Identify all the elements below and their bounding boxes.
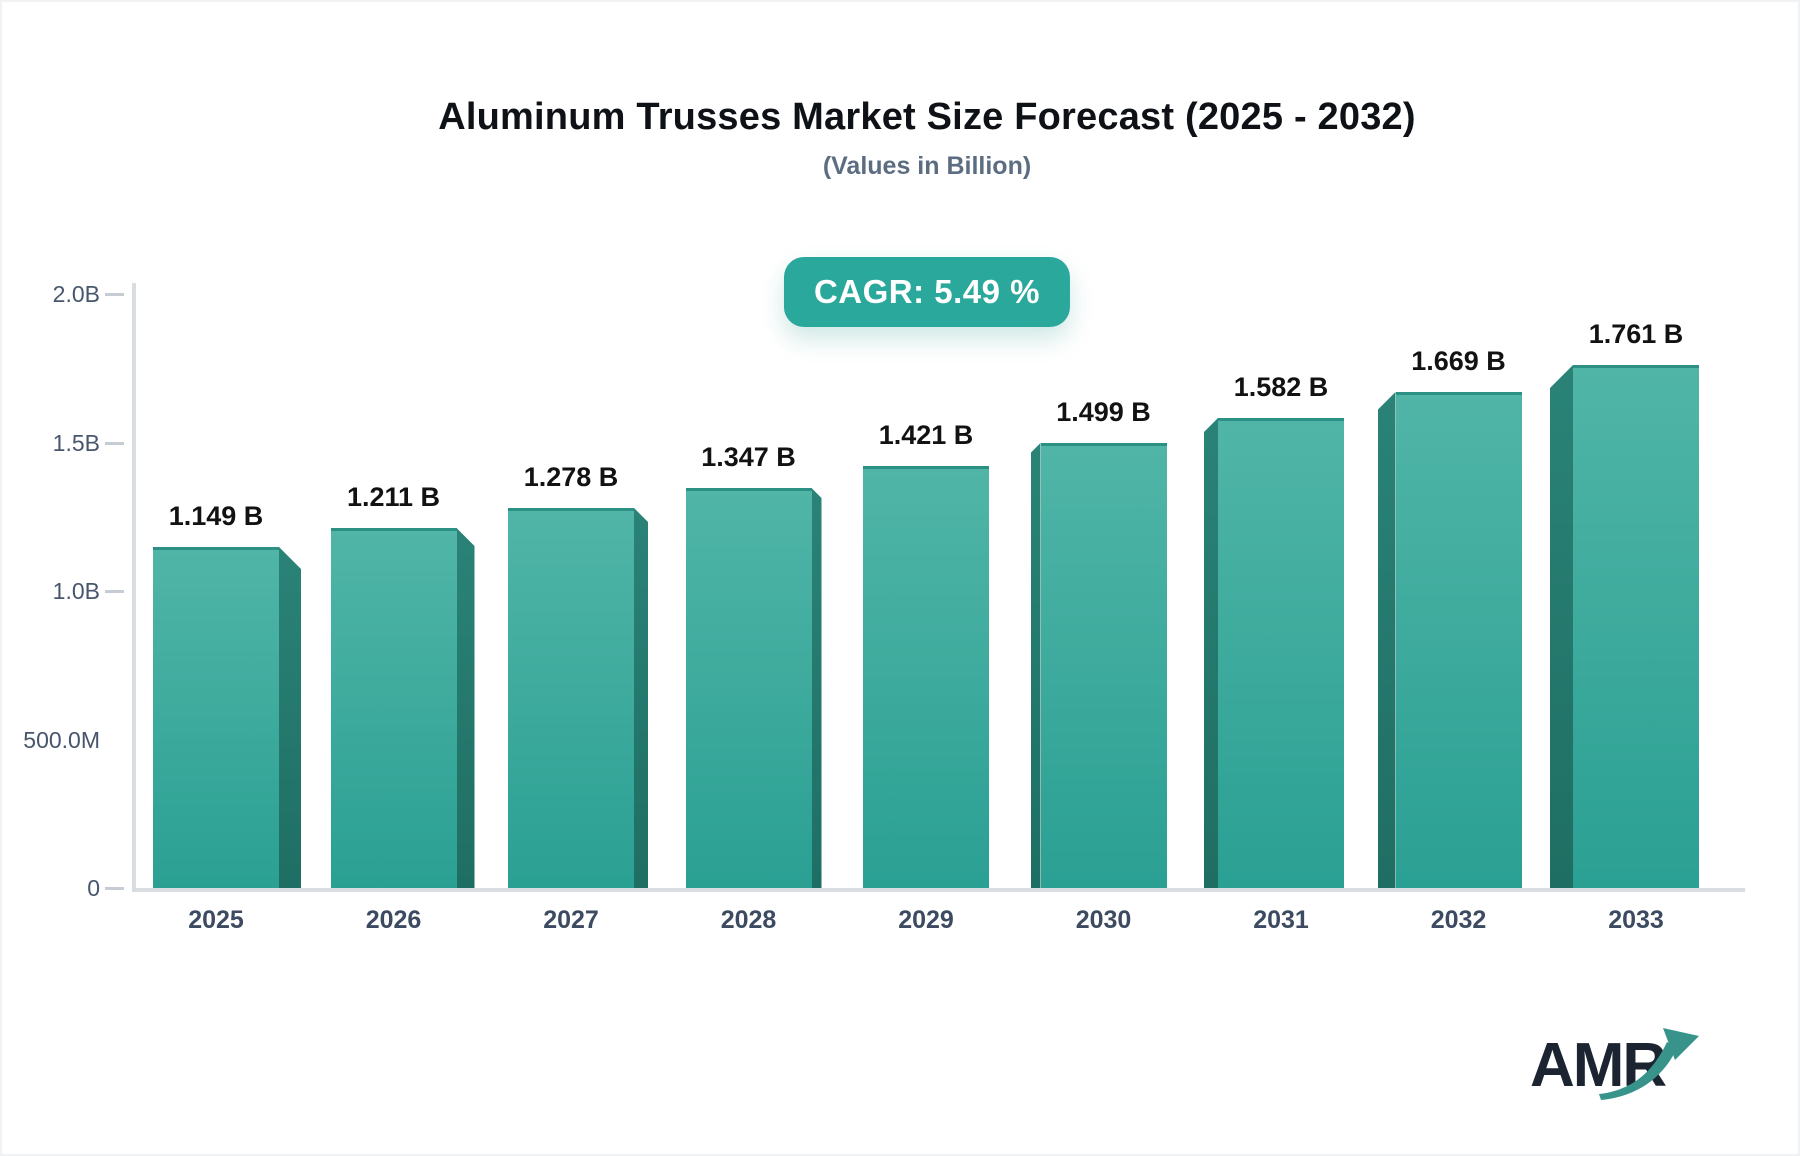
y-axis-line — [132, 283, 136, 892]
bar-2033[interactable] — [1573, 365, 1699, 888]
x-axis-label-2025: 2025 — [188, 906, 244, 934]
bar-side-face — [1377, 392, 1396, 888]
bar-side-face — [1030, 443, 1041, 888]
x-axis-line — [132, 888, 1745, 892]
bar-value-label: 1.149 B — [168, 501, 264, 531]
x-axis-label-2032: 2032 — [1430, 906, 1487, 934]
bar-side-face — [634, 508, 648, 888]
bar-side-face — [1204, 418, 1218, 888]
bar-2028[interactable] — [685, 488, 812, 888]
bar-side-face — [279, 547, 301, 888]
bar-2030[interactable] — [1040, 443, 1167, 888]
bar-value-label: 1.761 B — [1588, 319, 1684, 349]
y-tick-mark — [105, 590, 124, 593]
bar-side-face — [811, 488, 822, 888]
y-tick-label: 0 — [87, 875, 100, 901]
growth-arrow-icon — [1599, 1028, 1699, 1100]
cagr-badge: CAGR: 5.49 % — [783, 257, 1071, 327]
bar-2032[interactable] — [1395, 392, 1522, 888]
y-tick-label: 1.5B — [52, 429, 100, 456]
y-tick-label: 1.0B — [52, 578, 100, 604]
bar-2031[interactable] — [1218, 418, 1344, 888]
bar-value-label: 1.669 B — [1411, 346, 1506, 376]
amr-logo: AMR — [1530, 1028, 1760, 1120]
bar-value-label: 1.499 B — [1056, 397, 1151, 427]
bar-side-face — [1550, 365, 1573, 888]
x-axis-label-2030: 2030 — [1075, 906, 1132, 934]
x-axis-label-2026: 2026 — [365, 906, 422, 934]
bar-2029[interactable] — [863, 466, 989, 888]
y-tick-mark — [105, 441, 124, 445]
bar-side-face — [456, 528, 475, 888]
amr-logo-text: AMR — [1530, 1031, 1667, 1100]
x-axis-label-2031: 2031 — [1253, 906, 1309, 934]
bar-2027[interactable] — [508, 508, 634, 888]
x-axis-label-2027: 2027 — [543, 906, 599, 934]
bar-value-label: 1.211 B — [346, 482, 441, 512]
bar-2025[interactable] — [153, 547, 279, 888]
bar-value-label: 1.347 B — [701, 442, 796, 472]
bar-value-label: 1.278 B — [523, 462, 619, 492]
y-tick-label: 2.0B — [52, 281, 100, 307]
y-tick-mark — [105, 887, 124, 890]
x-axis-label-2033: 2033 — [1608, 906, 1664, 934]
x-axis-label-2028: 2028 — [720, 906, 777, 934]
bar-value-label: 1.582 B — [1233, 372, 1329, 402]
bar-2026[interactable] — [330, 528, 457, 888]
y-tick-label: 500.0M — [23, 726, 100, 753]
x-axis-label-2029: 2029 — [898, 906, 954, 934]
y-tick-mark — [105, 293, 124, 296]
chart-title: Aluminum Trusses Market Size Forecast (2… — [438, 96, 1416, 138]
chart-subtitle: (Values in Billion) — [822, 152, 1032, 180]
bar-value-label: 1.421 B — [878, 420, 974, 450]
